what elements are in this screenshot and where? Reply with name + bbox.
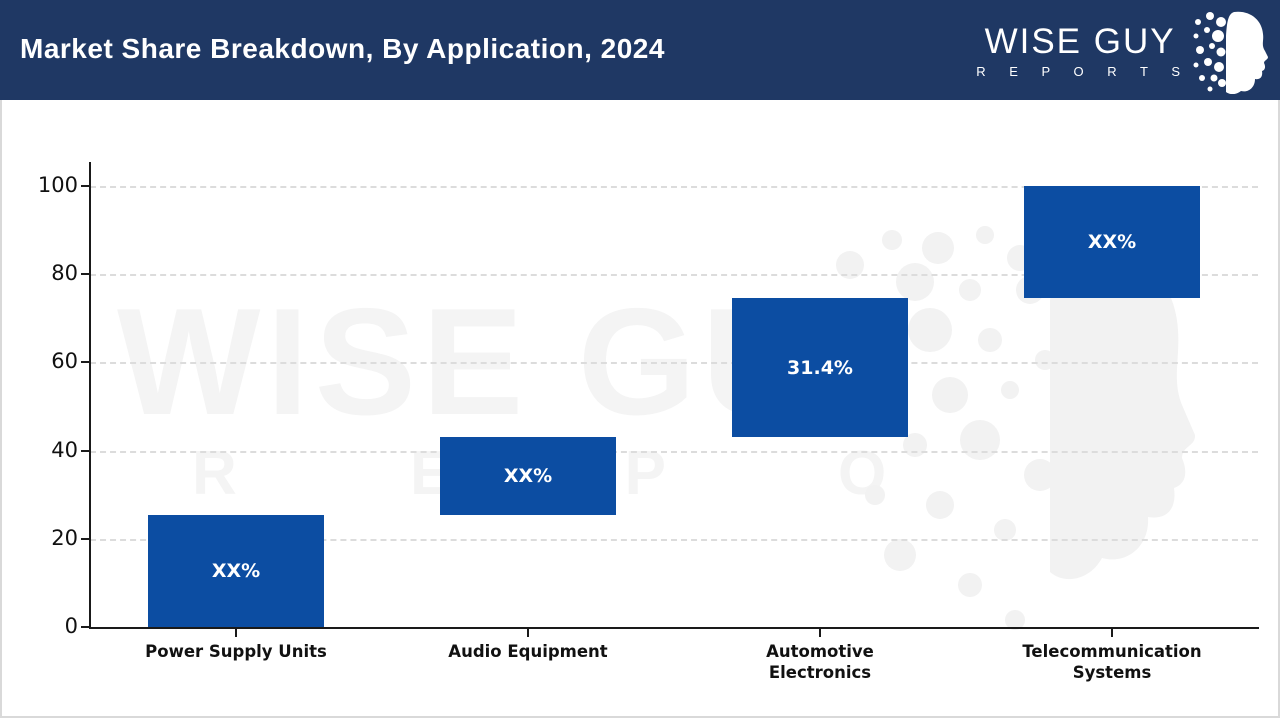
logo-wordmark: WISE GUY <box>984 22 1176 61</box>
bar-value-label: XX% <box>503 464 553 487</box>
y-tick-mark <box>81 537 90 540</box>
x-tick-mark <box>235 629 237 637</box>
x-axis-line <box>89 627 1259 629</box>
chart-plot-area: WISE GU R E P O R T S 020406080100XX%Pow… <box>0 100 1280 718</box>
wise-guy-reports-logo: WISE GUY R E P O R T S <box>976 6 1268 94</box>
y-tick-mark <box>81 626 90 628</box>
bar-value-label: XX% <box>1087 231 1137 254</box>
bar-value-label: 31.4% <box>787 356 853 379</box>
y-tick-label: 100 <box>37 173 78 197</box>
y-axis-line <box>89 162 91 629</box>
y-tick-label: 80 <box>51 261 78 286</box>
x-axis-category-label: Power Supply Units <box>145 642 327 661</box>
header-bar: Market Share Breakdown, By Application, … <box>0 0 1280 100</box>
gridline <box>90 186 1258 188</box>
gridline <box>90 538 1258 541</box>
y-tick-label: 0 <box>64 614 78 638</box>
y-tick-label: 40 <box>51 437 78 462</box>
gridline <box>90 274 1258 277</box>
chart-title: Market Share Breakdown, By Application, … <box>20 33 665 64</box>
gridline <box>90 362 1258 365</box>
y-tick-mark <box>81 273 90 276</box>
bar-segment: 31.4% <box>732 298 908 437</box>
y-tick-mark <box>81 185 90 187</box>
x-tick-mark <box>1111 629 1113 637</box>
logo-face-icon <box>1193 11 1268 94</box>
y-tick-label: 20 <box>51 525 78 550</box>
x-axis-category-label: Telecommunication Systems <box>1022 642 1202 682</box>
x-tick-mark <box>527 629 529 637</box>
watermark-wordmark: WISE GU <box>117 277 818 447</box>
x-axis-category-label: Audio Equipment <box>448 642 608 661</box>
bar-segment: XX% <box>1024 186 1200 299</box>
bar-value-label: XX% <box>211 559 261 582</box>
bar-segment: XX% <box>440 436 616 515</box>
gridline <box>90 450 1258 453</box>
logo-subtitle: R E P O R T S <box>976 64 1190 79</box>
y-tick-label: 60 <box>51 349 78 374</box>
x-tick-mark <box>819 629 821 637</box>
bar-segment: XX% <box>148 514 324 627</box>
x-axis-category-label: Automotive Electronics <box>766 642 874 682</box>
y-tick-mark <box>81 449 90 452</box>
y-tick-mark <box>81 361 90 364</box>
logo-text: WISE GUY R E P O R T S <box>970 22 1190 79</box>
